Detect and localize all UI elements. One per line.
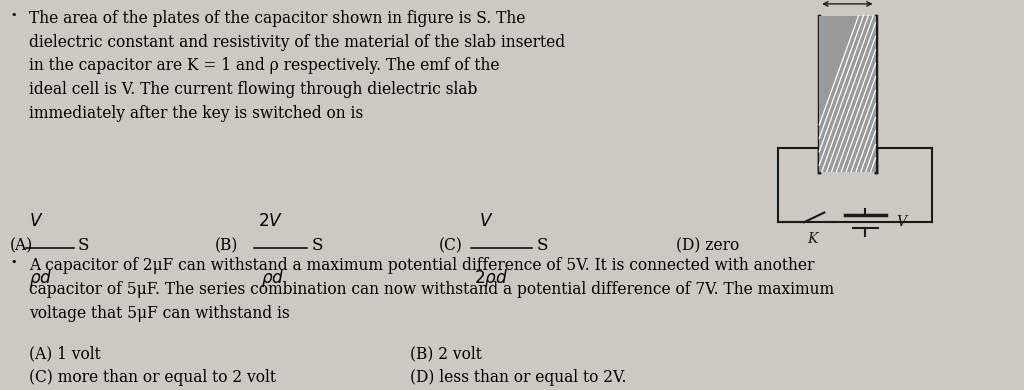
Text: (D) zero: (D) zero — [676, 237, 739, 254]
Text: $V$: $V$ — [479, 213, 494, 230]
Text: (B) 2 volt: (B) 2 volt — [410, 345, 481, 362]
Text: $\rho d$: $\rho d$ — [29, 267, 52, 289]
Text: $2V$: $2V$ — [258, 213, 284, 230]
Text: V: V — [896, 215, 906, 229]
Text: •: • — [10, 10, 16, 20]
Text: •: • — [10, 257, 16, 268]
Text: A capacitor of 2μF can withstand a maximum potential difference of 5V. It is con: A capacitor of 2μF can withstand a maxim… — [29, 257, 834, 322]
Text: S: S — [78, 237, 89, 254]
Text: (A): (A) — [10, 237, 34, 254]
Text: K: K — [807, 232, 817, 246]
Text: (A) 1 volt: (A) 1 volt — [29, 345, 100, 362]
Text: (B): (B) — [215, 237, 239, 254]
Text: S: S — [537, 237, 548, 254]
Text: S: S — [311, 237, 323, 254]
Bar — [819, 16, 876, 172]
Text: (C) more than or equal to 2 volt: (C) more than or equal to 2 volt — [29, 369, 275, 386]
Text: $V$: $V$ — [29, 213, 43, 230]
Text: (D) less than or equal to 2V.: (D) less than or equal to 2V. — [410, 369, 626, 386]
Text: The area of the plates of the capacitor shown in figure is S. The
dielectric con: The area of the plates of the capacitor … — [29, 10, 565, 122]
Text: $\rho d$: $\rho d$ — [261, 267, 285, 289]
Text: (C): (C) — [438, 237, 462, 254]
Text: $2\rho d$: $2\rho d$ — [474, 267, 508, 289]
